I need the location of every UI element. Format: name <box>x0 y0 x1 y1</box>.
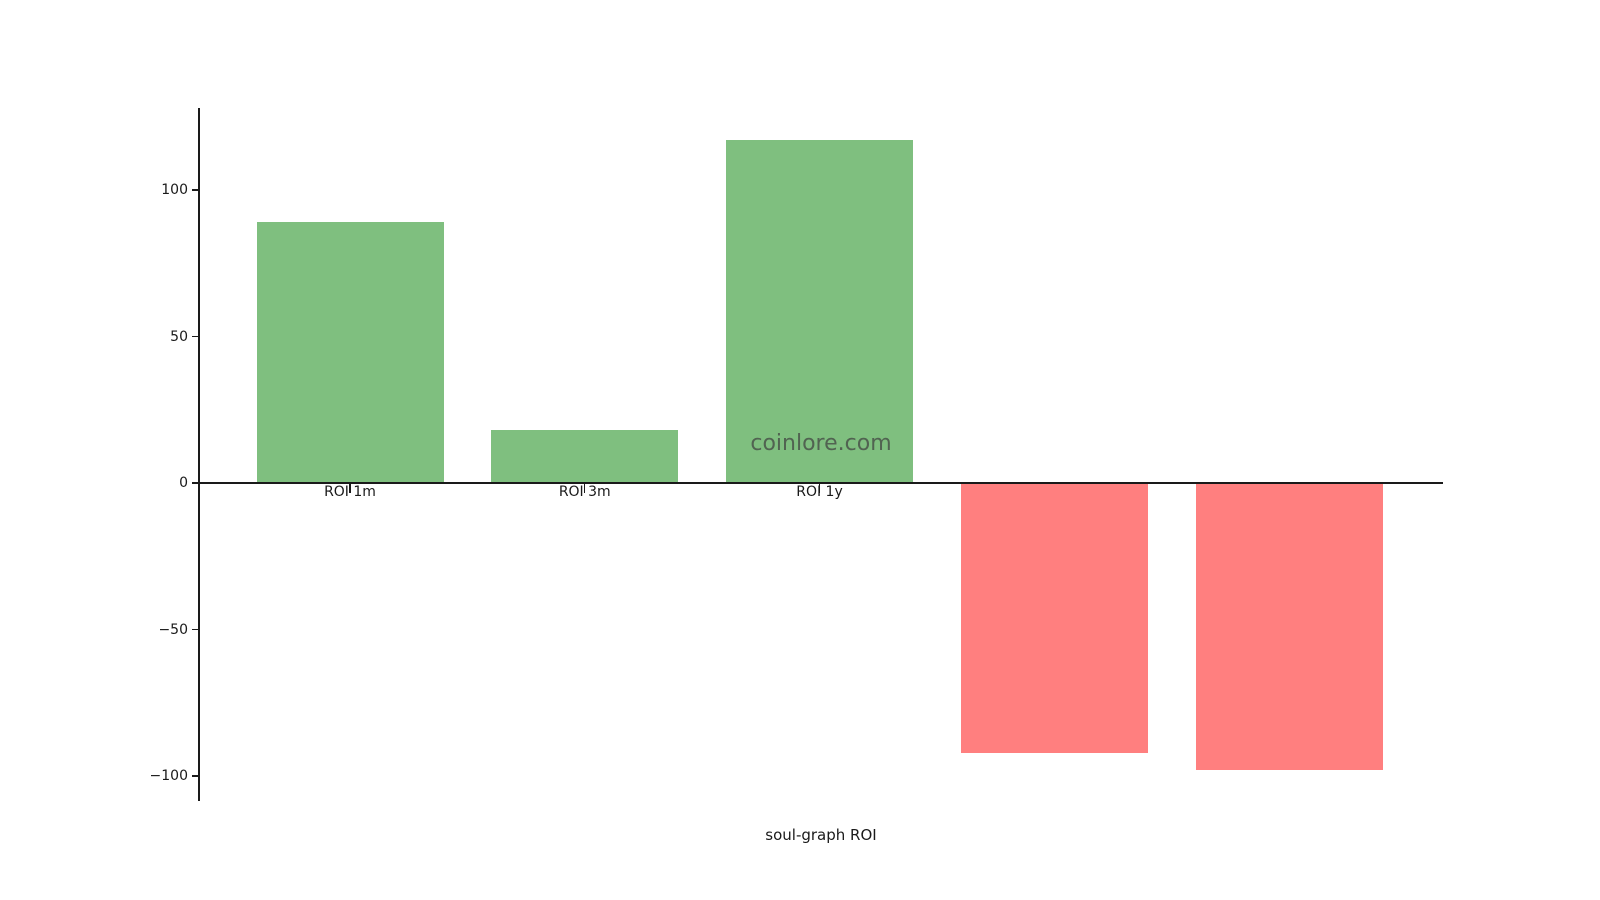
x-tick-mark <box>818 483 821 493</box>
y-tick-mark <box>192 482 199 484</box>
y-tick-label: 50 <box>170 328 188 345</box>
y-tick-label: 0 <box>179 475 188 491</box>
y-tick-mark <box>192 628 199 631</box>
y-axis-line <box>198 108 200 801</box>
y-tick-mark <box>192 775 199 777</box>
x-tick-label: ROI 1y <box>796 484 843 500</box>
x-axis-line <box>199 482 1443 484</box>
y-tick-label: 100 <box>161 182 188 198</box>
bar-roi-1y <box>726 140 913 483</box>
x-tick-mark <box>349 483 351 493</box>
bar-roi-3m <box>491 430 679 483</box>
bar-roi-1m <box>256 222 444 483</box>
x-axis-label: soul-graph ROI <box>765 826 877 844</box>
y-tick-label: −50 <box>158 621 188 638</box>
x-tick-label: ROI 3m <box>558 484 611 500</box>
bar-unlabeled-5 <box>1195 483 1383 771</box>
x-tick-label: ROI 1m <box>324 484 376 500</box>
y-tick-label: −100 <box>149 768 188 784</box>
watermark: coinlore.com <box>750 431 892 456</box>
y-tick-mark <box>192 335 199 338</box>
x-tick-mark <box>584 483 586 493</box>
bar-unlabeled-4 <box>960 483 1148 753</box>
y-tick-mark <box>192 189 199 191</box>
